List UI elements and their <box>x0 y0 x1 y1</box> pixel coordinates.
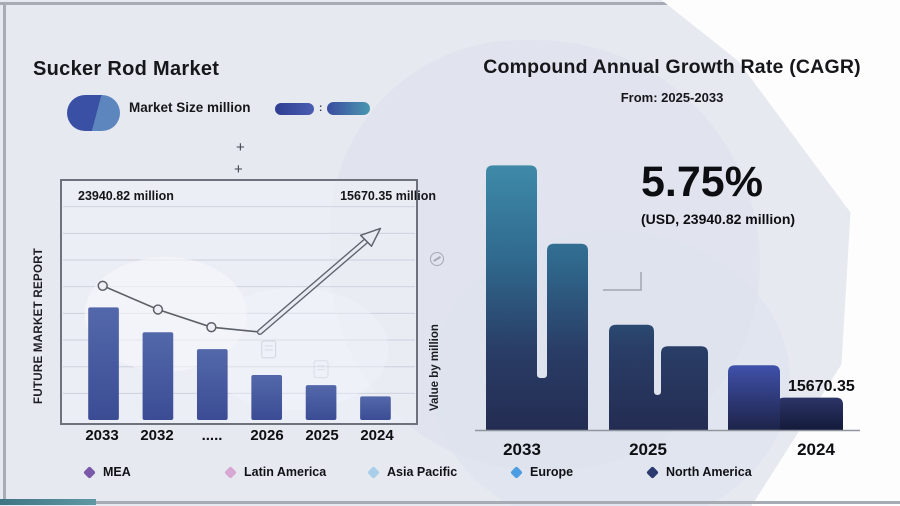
north-america-diamond-icon <box>646 466 659 479</box>
x-tick-2025: 2025 <box>305 427 338 444</box>
value-axis-label: Value by million <box>429 301 441 411</box>
market-size-chart-canvas <box>62 181 416 423</box>
pill-teal-icon <box>327 102 370 115</box>
legend-label: Asia Pacific <box>387 465 457 479</box>
asia-pacific-diamond-icon <box>367 466 380 479</box>
x-tick-ellipsis: ..... <box>202 427 223 444</box>
europe-diamond-icon <box>510 466 523 479</box>
cagr-period: From: 2025-2033 <box>452 90 892 105</box>
x-tick-2033: 2033 <box>85 427 118 444</box>
pill-blue-icon <box>275 103 314 115</box>
latin-america-diamond-icon <box>224 466 237 479</box>
clock-icon <box>430 252 444 266</box>
legend-label: Latin America <box>244 465 326 479</box>
legend-item-mea: MEA <box>85 465 131 479</box>
plus-decoration: + <box>236 139 245 156</box>
market-size-label: Market Size million <box>129 100 251 115</box>
infographic-poster: Sucker Rod Market Market Size million : … <box>0 0 900 506</box>
legend-item-europe: Europe <box>512 465 573 479</box>
legend-label: Europe <box>530 465 573 479</box>
legend-item-north-america: North America <box>648 465 752 479</box>
legend-label: MEA <box>103 465 131 479</box>
legend-label: North America <box>666 465 752 479</box>
cagr-percentage: 5.75% <box>641 158 763 207</box>
svg-text:15670.35: 15670.35 <box>788 378 855 395</box>
cagr-title: Compound Annual Growth Rate (CAGR) <box>452 56 892 79</box>
cylinder-icon <box>67 95 120 131</box>
svg-text:2025: 2025 <box>629 440 667 459</box>
plus-decoration: + <box>234 161 243 178</box>
market-size-chart: 23940.82 million 15670.35 million <box>60 179 418 425</box>
pill-separator: : <box>319 103 322 114</box>
frame-border-bottom <box>0 501 900 504</box>
teal-accent-strip <box>0 499 96 505</box>
value-2033-label: 23940.82 million <box>78 189 174 203</box>
cagr-usd-note: (USD, 23940.82 million) <box>641 211 795 227</box>
x-tick-2026: 2026 <box>250 427 283 444</box>
x-tick-2032: 2032 <box>140 427 173 444</box>
x-tick-2024: 2024 <box>360 427 393 444</box>
legend-item-latin-america: Latin America <box>226 465 326 479</box>
cagr-header: Compound Annual Growth Rate (CAGR) From:… <box>452 56 892 105</box>
pill-scale-icon: : <box>275 102 370 115</box>
frame-border-left <box>3 2 6 502</box>
svg-text:2033: 2033 <box>503 440 541 459</box>
svg-text:2024: 2024 <box>797 440 835 459</box>
page-title: Sucker Rod Market <box>33 58 219 81</box>
legend-item-asia-pacific: Asia Pacific <box>369 465 457 479</box>
future-market-report-label: FUTURE MARKET REPORT <box>33 236 45 404</box>
value-2024-label: 15670.35 million <box>340 189 436 203</box>
mea-diamond-icon <box>83 466 96 479</box>
